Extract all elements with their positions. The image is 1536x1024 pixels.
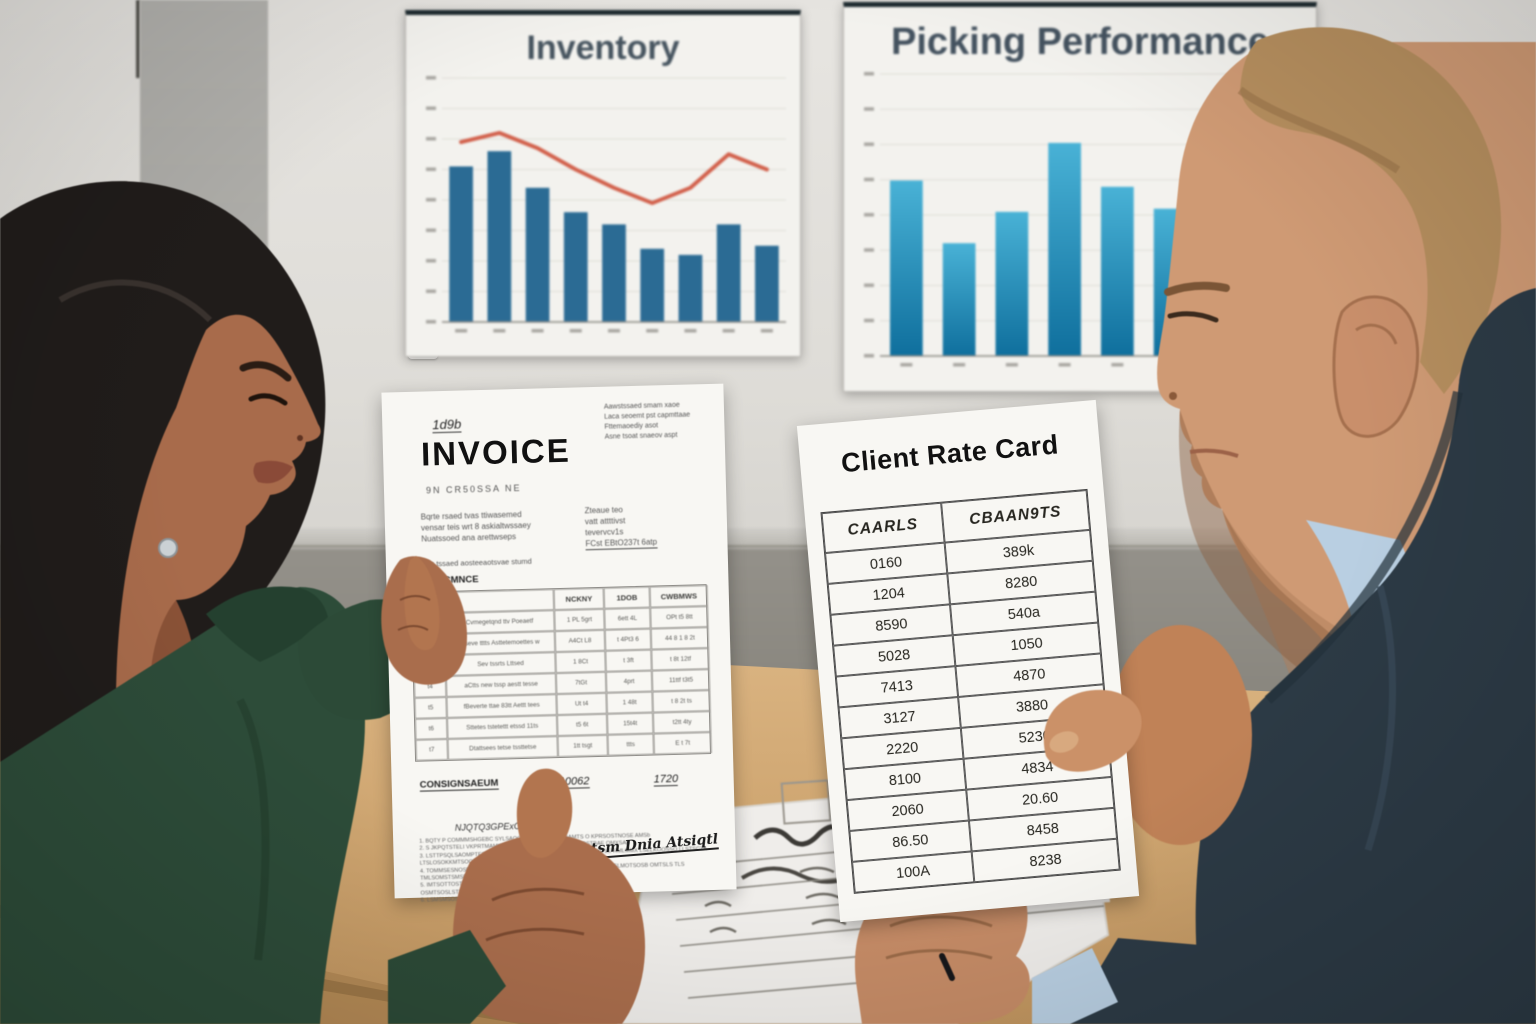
wall-lower-band: [0, 548, 1536, 713]
bar: [563, 212, 588, 322]
invoice-billto-block: Zteaue teo vatt attttivst tevervcv1s FCst …: [584, 505, 658, 551]
table-cell: t6: [414, 717, 448, 740]
table-cell: t 8t 12tf: [651, 648, 710, 671]
table-cell: 15t4t: [606, 712, 654, 735]
table-cell: t5: [414, 696, 447, 719]
bar: [995, 211, 1029, 356]
table-cell: 1 PL 5grt: [554, 608, 605, 632]
bar: [640, 248, 665, 322]
table-cell: NCKNY: [553, 587, 605, 611]
invoice-terms-title: NJQTQ3GPExOll: [454, 820, 525, 833]
invoice-from-address: Bqrte rsaed tvas ttiwasemed vensar teis w…: [420, 509, 531, 544]
picking-chart-title: Picking Performance: [890, 21, 1270, 63]
invoice-subtitle: 9N CR50SSA NE: [425, 482, 522, 496]
table-cell: 1DOB: [603, 586, 651, 609]
table-cell: t4: [413, 675, 447, 698]
blue-chair: [282, 995, 372, 1024]
door-frame-line: [136, 0, 140, 78]
table-cell: Sev tssrts Lttsed: [445, 652, 556, 676]
table-cell: t2tt 4ty: [652, 711, 712, 734]
invoice-total-value: 1720: [653, 772, 679, 787]
table-cell: t7: [415, 738, 449, 761]
bar: [1206, 171, 1240, 356]
bar: [1153, 208, 1187, 356]
picking-chart-panel: Picking Performance: [843, 2, 1317, 392]
invoice-line-items-table: NCKNY 1DOB CWBMWS t1 Cvmegetqnd ttv Poeaetf 1…: [410, 584, 712, 762]
inventory-chart-title: Inventory: [526, 29, 680, 67]
table-cell: 4prt: [605, 670, 653, 693]
table-cell: [443, 589, 555, 613]
table-cell: t 4Pt3 6: [604, 628, 652, 651]
table-cell: CWBMWS: [649, 585, 709, 608]
inventory-chart-panel: Inventory: [405, 10, 801, 357]
table-cell: 44 8 1 8 2t: [650, 627, 710, 650]
table-cell: [411, 592, 445, 614]
invoice-title: INVOICE: [420, 431, 572, 473]
rate-card-table: CAARLS CBAAN9TS 0160 389k 1204 8280 8590 540a 50…: [820, 488, 1121, 894]
table-cell: E t 7t: [653, 732, 712, 755]
picking-bar-chart: [864, 72, 1302, 367]
table-cell: 11ttf t3t5: [651, 669, 711, 692]
table-cell: Sseve tttts Asttetemoettes w: [444, 631, 556, 655]
bar: [1048, 142, 1081, 356]
table-cell: aCtts new tssp aestt tesse: [445, 673, 557, 697]
bar: [1101, 186, 1134, 356]
table-cell: ttts: [607, 733, 655, 756]
table-cell: 1 48t: [606, 691, 653, 714]
table-cell: t 3ft: [605, 649, 652, 672]
table-cell: t1: [412, 612, 445, 635]
woman-cuff: [388, 930, 506, 1024]
table-cell: 7tGt: [555, 671, 607, 695]
invoice-subtotal-value: 1/10062: [549, 774, 590, 789]
invoice-totals-label: CONSIGNSAEUM: [419, 777, 499, 792]
bar: [525, 187, 550, 322]
invoice-section-label: TORBICMNCE: [414, 574, 479, 587]
bar: [755, 245, 779, 322]
table-cell: A4Ct L8: [554, 629, 606, 653]
floor: [0, 930, 430, 1024]
man-forearm: [1066, 938, 1256, 1024]
table-cell: Ut t4: [556, 692, 607, 716]
table-cell: fBeverte ttae 83tt Aettt tees: [446, 694, 557, 718]
table-cell: 6ett 4L: [604, 607, 651, 630]
bar: [890, 180, 923, 356]
invoice-ref-number: 1d9b: [432, 416, 462, 434]
table-cell: t2: [412, 633, 446, 656]
bar: [716, 224, 741, 322]
bar: [449, 166, 473, 322]
man-shirt-cuff: [1032, 948, 1118, 1024]
table-cell: Cvmegetqnd ttv Poeaetf: [444, 610, 555, 634]
bar: [602, 224, 626, 322]
invoice-corner-lines: Aawstssaed smam xaoe Laca seoemt pst capm…: [603, 401, 691, 441]
inventory-bar-chart: [426, 76, 786, 333]
table-cell: t3: [413, 654, 446, 677]
bar: [487, 151, 512, 322]
table-cell: Dtattsees tetse tssttetse: [447, 736, 559, 760]
bar: [942, 243, 976, 356]
table-cell: OPt t5 8tt: [650, 606, 709, 629]
table-cell: t5 6t: [556, 713, 608, 737]
table-cell: Sttetes tstetettt etssd 11ts: [446, 715, 558, 739]
invoice-note-line: Asss tssaed aosteeaotsvae stumd: [417, 556, 532, 569]
invoice-document: 1d9b INVOICE 9N CR50SSA NE Bqrte rsaed t…: [381, 383, 737, 904]
bar: [1259, 114, 1292, 356]
door-frame-band: [140, 0, 268, 540]
table-edge-shadow: [0, 905, 560, 1024]
table-cell: t 8 2t ts: [652, 690, 711, 713]
table-cell: 1tt tsgt: [557, 734, 609, 758]
bar: [678, 254, 703, 322]
wall-ledge: [0, 528, 1536, 548]
rate-card-title: Client Rate Card: [839, 429, 1060, 479]
rate-card-document: Client Rate Card CAARLS CBAAN9TS 0160 389k 1…: [796, 399, 1140, 923]
table-cell: 1 8Ct: [555, 650, 606, 674]
